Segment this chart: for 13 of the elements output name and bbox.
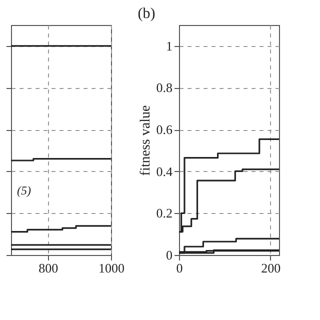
y-tick-label: 0.4 <box>156 164 173 179</box>
y-axis-title: fitness value <box>138 105 154 176</box>
x-tick-label: 200 <box>261 260 281 276</box>
x-tick-label: 800 <box>38 260 58 276</box>
y-tick-label: 0.2 <box>156 206 172 221</box>
y-tick-label: 0 <box>166 248 172 262</box>
y-tick-label: 0.8 <box>156 80 172 96</box>
annotation: (5) <box>17 184 31 198</box>
chart-title: (b) <box>138 6 156 22</box>
x-tick-label: 0 <box>176 260 183 276</box>
y-tick-label: 0.6 <box>156 122 173 138</box>
y-tick-label: 1 <box>166 38 172 54</box>
x-tick-label: 1000 <box>98 260 124 276</box>
